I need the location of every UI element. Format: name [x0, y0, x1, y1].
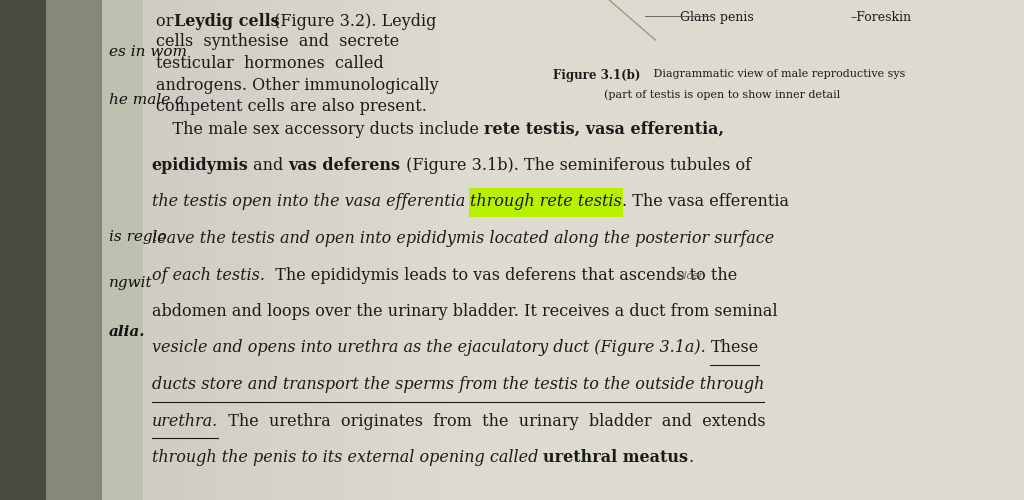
Text: alia.: alia. [109, 326, 145, 340]
Text: or: or [156, 12, 178, 29]
Bar [328, 0, 343, 500]
Bar [469, 188, 623, 217]
Text: Leydig cells: Leydig cells [174, 12, 280, 29]
Text: abdomen and loops over the urinary bladder. It receives a duct from seminal: abdomen and loops over the urinary bladd… [152, 303, 777, 320]
Bar [404, 0, 420, 500]
Text: he male a: he male a [109, 93, 183, 107]
Text: ducts store and transport the sperms from the testis to the outside through: ducts store and transport the sperms fro… [152, 376, 764, 393]
Bar [102, 0, 143, 500]
Text: es in wom: es in wom [109, 46, 186, 60]
Text: vesicle and opens into urethra as the ejaculatory duct (Figure 3.1a).: vesicle and opens into urethra as the ej… [152, 340, 711, 356]
Text: the testis open into the vasa efferentia: the testis open into the vasa efferentia [152, 194, 470, 210]
Text: ulcer: ulcer [678, 271, 703, 281]
Text: The male sex accessory ducts include: The male sex accessory ducts include [152, 120, 483, 138]
Text: Diagrammatic view of male reproductive sys: Diagrammatic view of male reproductive s… [650, 69, 905, 79]
Bar [189, 0, 205, 500]
Bar [343, 0, 358, 500]
Bar [236, 0, 251, 500]
Text: urethra.: urethra. [152, 412, 218, 430]
Text: through rete testis: through rete testis [470, 194, 622, 210]
Text: competent cells are also present.: competent cells are also present. [156, 98, 427, 115]
Bar [143, 0, 159, 500]
Text: ngwit: ngwit [109, 276, 153, 290]
Text: (Figure 3.2). Leydig: (Figure 3.2). Leydig [269, 12, 436, 29]
Bar [435, 0, 451, 500]
Text: of each testis.: of each testis. [152, 266, 264, 283]
Bar [266, 0, 282, 500]
Text: and: and [248, 157, 289, 174]
Bar [143, 0, 1024, 500]
Text: The  urethra  originates  from  the  urinary  bladder  and  extends: The urethra originates from the urinary … [218, 412, 765, 430]
Text: The epididymis leads to vas deferens that ascends to the: The epididymis leads to vas deferens tha… [264, 266, 737, 283]
Bar [174, 0, 189, 500]
Text: leave the testis and open into epididymis located along the posterior surface: leave the testis and open into epididymi… [152, 230, 774, 247]
Bar [159, 0, 174, 500]
Bar [312, 0, 328, 500]
Text: rete testis, vasa efferentia,: rete testis, vasa efferentia, [483, 120, 724, 138]
Text: Glans penis: Glans penis [680, 11, 754, 24]
Text: epididymis: epididymis [152, 157, 248, 174]
Bar [205, 0, 220, 500]
Bar [46, 0, 102, 500]
Text: . The vasa efferentia: . The vasa efferentia [622, 194, 788, 210]
Text: These: These [711, 340, 759, 356]
Text: through the penis to its external opening called: through the penis to its external openin… [152, 449, 543, 466]
Text: –Foreskin: –Foreskin [850, 11, 911, 24]
Bar [220, 0, 236, 500]
Bar [374, 0, 389, 500]
Text: androgens. Other immunologically: androgens. Other immunologically [156, 76, 438, 94]
Text: (part of testis is open to show inner detail: (part of testis is open to show inner de… [604, 89, 841, 100]
Text: Figure 3.1(b): Figure 3.1(b) [553, 69, 640, 82]
Bar [282, 0, 297, 500]
Text: (Figure 3.1b). The seminiferous tubules of: (Figure 3.1b). The seminiferous tubules … [400, 157, 751, 174]
Bar [358, 0, 374, 500]
Text: testicular  hormones  called: testicular hormones called [156, 55, 383, 72]
Bar [251, 0, 266, 500]
Text: is regio: is regio [109, 230, 166, 244]
Bar [420, 0, 435, 500]
Bar [389, 0, 404, 500]
Text: cells  synthesise  and  secrete: cells synthesise and secrete [156, 34, 399, 50]
Bar [0, 0, 46, 500]
Text: .: . [688, 449, 693, 466]
Text: urethral meatus: urethral meatus [543, 449, 688, 466]
Bar [297, 0, 312, 500]
Text: vas deferens: vas deferens [289, 157, 400, 174]
